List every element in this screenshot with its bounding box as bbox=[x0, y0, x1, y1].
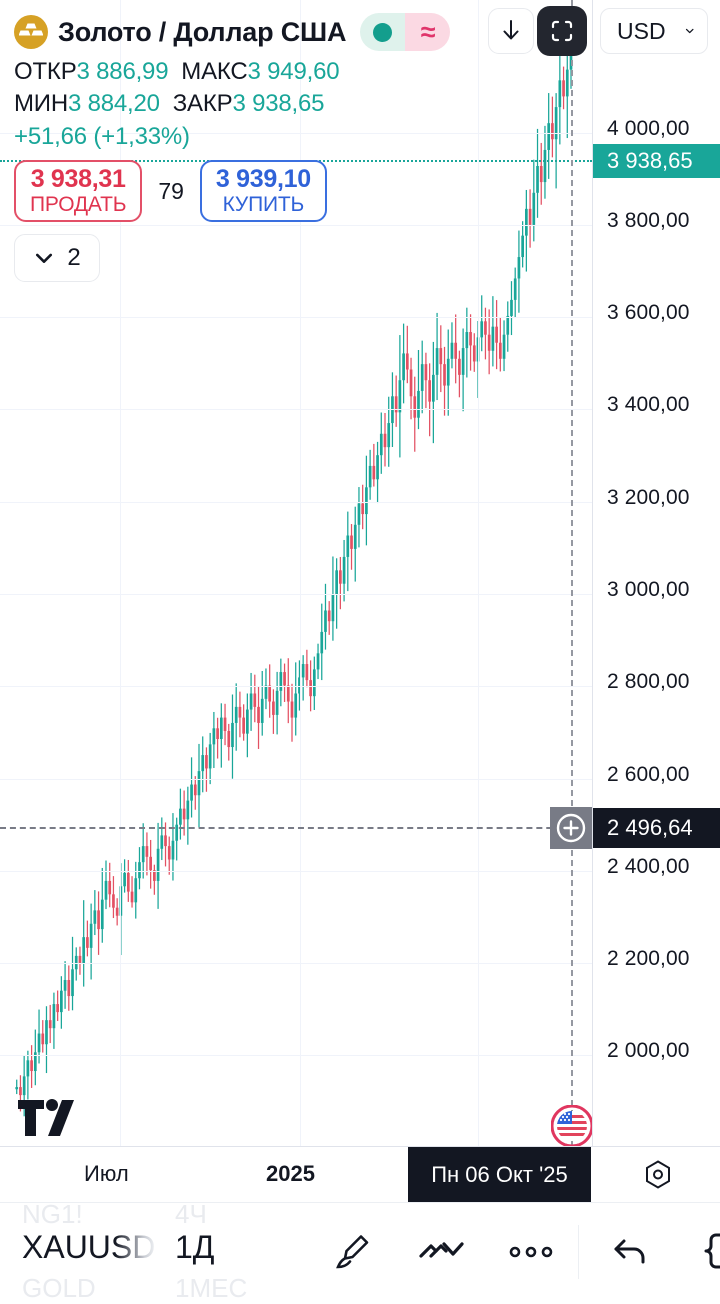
us-flag-icon bbox=[550, 1104, 592, 1146]
crosshair-add-alert-button[interactable] bbox=[550, 807, 592, 849]
download-arrow-icon bbox=[503, 20, 519, 40]
low-value: 3 884,20 bbox=[67, 90, 160, 117]
chevron-down-icon bbox=[36, 253, 53, 263]
price-tick: 3 000,00 bbox=[607, 578, 690, 601]
gridline-horizontal bbox=[0, 317, 592, 318]
undo-button[interactable] bbox=[604, 1227, 658, 1277]
symbol-prev[interactable]: NG1! bbox=[22, 1199, 83, 1229]
sell-price: 3 938,31 bbox=[30, 164, 126, 193]
price-tick: 2 800,00 bbox=[607, 670, 690, 693]
fullscreen-button[interactable] bbox=[537, 6, 587, 56]
fullscreen-icon bbox=[551, 20, 573, 42]
time-axis[interactable]: Июл 2025 Пн 06 Окт '25 bbox=[0, 1146, 720, 1203]
time-tick: 2025 bbox=[266, 1161, 315, 1186]
symbol-title: Золото / Доллар США bbox=[58, 16, 347, 47]
gold-bars-icon bbox=[14, 15, 48, 49]
undo-icon bbox=[614, 1239, 645, 1264]
chart-settings-icon bbox=[646, 1160, 670, 1189]
currency-value: USD bbox=[617, 17, 666, 44]
toolbar-divider bbox=[578, 1225, 579, 1279]
more-options-icon bbox=[509, 1246, 553, 1258]
quantity-selector[interactable]: 2 bbox=[14, 234, 100, 282]
drawing-tools-button[interactable] bbox=[325, 1227, 379, 1277]
price-axis[interactable]: 4 000,00 3 800,00 3 600,00 3 400,00 3 20… bbox=[592, 0, 720, 1146]
gridline-horizontal bbox=[0, 871, 592, 872]
close-label: ЗАКР bbox=[172, 90, 233, 117]
gridline-vertical bbox=[478, 0, 479, 1146]
price-tick: 4 000,00 bbox=[607, 117, 690, 140]
crosshair-date-tag: Пн 06 Окт '25 bbox=[408, 1147, 591, 1203]
open-value: 3 886,99 bbox=[76, 58, 169, 85]
price-tick: 2 200,00 bbox=[607, 947, 690, 970]
tradingview-logo bbox=[18, 1098, 76, 1143]
crosshair-vertical[interactable] bbox=[571, 0, 573, 1146]
indicators-button[interactable] bbox=[415, 1227, 469, 1277]
sell-label: ПРОДАТЬ bbox=[30, 192, 127, 216]
last-price-tag[interactable]: 3 938,65 bbox=[593, 144, 720, 178]
gridline-horizontal bbox=[0, 133, 592, 134]
gridline-horizontal bbox=[0, 1055, 592, 1056]
buy-price: 3 939,10 bbox=[215, 164, 311, 193]
price-tick: 2 000,00 bbox=[607, 1039, 690, 1062]
price-tick: 3 600,00 bbox=[607, 301, 690, 324]
green-dot-icon bbox=[360, 13, 406, 51]
more-options-button[interactable] bbox=[504, 1227, 558, 1277]
gridline-horizontal bbox=[0, 963, 592, 964]
download-button[interactable] bbox=[488, 8, 534, 54]
market-status-pill[interactable]: ≈ bbox=[360, 13, 451, 51]
chart-legend: Золото / Доллар США ≈ ОТКР3 886,99 МАКС3… bbox=[0, 0, 592, 154]
time-tick: Июл bbox=[84, 1161, 129, 1186]
chart-settings-button[interactable] bbox=[638, 1155, 678, 1195]
high-value: 3 949,60 bbox=[247, 58, 340, 85]
high-label: МАКС bbox=[181, 58, 248, 85]
gridline-vertical bbox=[120, 0, 121, 1146]
drawing-pen-icon bbox=[336, 1235, 369, 1269]
price-tick: 2 600,00 bbox=[607, 763, 690, 786]
symbol-current[interactable]: XAUUSD bbox=[22, 1229, 156, 1265]
wave-icon: ≈ bbox=[405, 13, 451, 51]
bottom-toolbar: NG1! XAUUSD GOLD 4Ч 1Д 1МЕС bbox=[0, 1199, 720, 1303]
us-flag-event-marker[interactable] bbox=[550, 1104, 592, 1146]
price-tick: 3 400,00 bbox=[607, 393, 690, 416]
open-label: ОТКР bbox=[14, 58, 77, 85]
timeframe-prev[interactable]: 4Ч bbox=[175, 1199, 207, 1229]
buy-button[interactable]: 3 939,10 КУПИТЬ bbox=[199, 160, 327, 222]
price-tick: 2 400,00 bbox=[607, 855, 690, 878]
crosshair-price-tag[interactable]: 2 496,64 bbox=[593, 808, 720, 848]
chevron-down-icon bbox=[685, 28, 694, 34]
ohlc-line-1: ОТКР3 886,99 МАКС3 949,60 bbox=[14, 56, 592, 88]
sell-button[interactable]: 3 938,31 ПРОДАТЬ bbox=[14, 160, 143, 222]
gridline-horizontal bbox=[0, 502, 592, 503]
buy-label: КУПИТЬ bbox=[222, 192, 305, 216]
low-label: МИН bbox=[14, 90, 68, 117]
gridline-horizontal bbox=[0, 225, 592, 226]
gridline-vertical bbox=[300, 0, 301, 1146]
symbol-row[interactable]: Золото / Доллар США ≈ bbox=[14, 8, 592, 56]
change-value: +51,66 (+1,33%) bbox=[14, 123, 190, 150]
gridline-horizontal bbox=[0, 686, 592, 687]
crosshair-horizontal bbox=[0, 827, 592, 829]
spread-value: 79 bbox=[158, 177, 184, 204]
indicators-icon bbox=[419, 1242, 464, 1258]
plus-circle-icon bbox=[556, 813, 586, 843]
price-tick: 3 800,00 bbox=[607, 209, 690, 232]
layout-bracket-icon bbox=[704, 1233, 720, 1269]
quantity-value: 2 bbox=[67, 244, 81, 271]
trade-panel: 3 938,31 ПРОДАТЬ 79 3 939,10 КУПИТЬ bbox=[14, 160, 327, 222]
gridline-horizontal bbox=[0, 594, 592, 595]
timeframe-current[interactable]: 1Д bbox=[175, 1229, 215, 1265]
ohlc-line-2: МИН3 884,20 ЗАКР3 938,65 bbox=[14, 88, 592, 120]
price-tick: 3 200,00 bbox=[607, 486, 690, 509]
currency-selector[interactable]: USD bbox=[600, 8, 708, 54]
gridline-horizontal bbox=[0, 779, 592, 780]
close-value: 3 938,65 bbox=[232, 90, 325, 117]
gridline-horizontal bbox=[0, 409, 592, 410]
timeframe-next[interactable]: 1МЕС bbox=[175, 1273, 248, 1303]
layout-button[interactable] bbox=[690, 1227, 720, 1277]
symbol-next[interactable]: GOLD bbox=[22, 1273, 96, 1303]
